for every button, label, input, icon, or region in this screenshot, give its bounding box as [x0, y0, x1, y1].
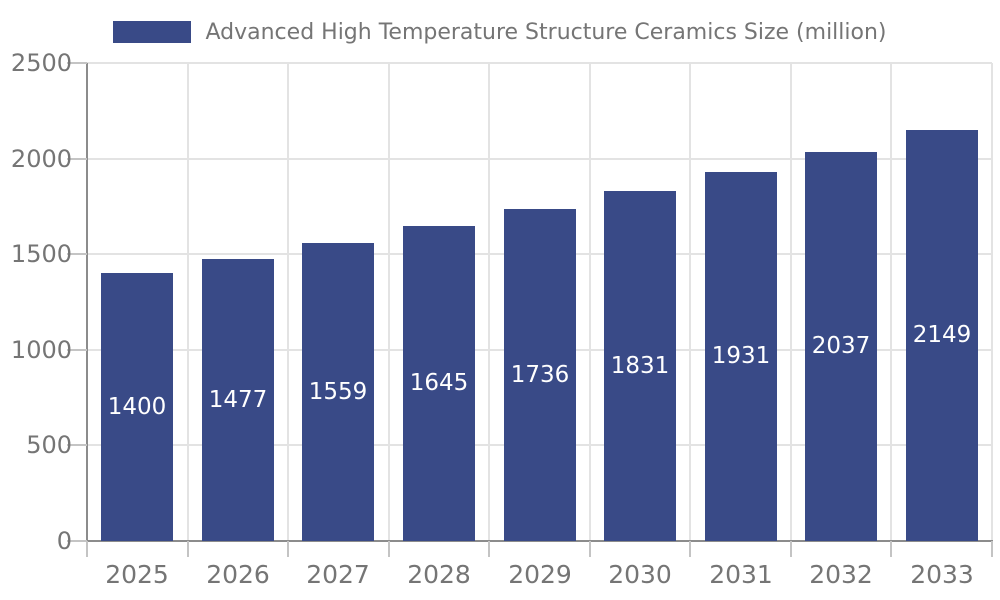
x-tick-mark [488, 541, 491, 557]
bar-value-label: 1559 [308, 378, 368, 405]
x-tick-mark [789, 541, 792, 557]
y-tick-mark [67, 540, 87, 542]
bar: 1736 [504, 209, 576, 541]
bar-value-label: 1931 [711, 343, 771, 369]
x-tick-mark [588, 541, 591, 557]
legend-label: Advanced High Temperature Structure Cera… [205, 19, 887, 45]
y-tick-mark [67, 444, 87, 447]
bar: 1477 [202, 259, 274, 541]
y-tick-label: 2000 [10, 144, 72, 173]
x-tick-label: 2031 [709, 560, 773, 589]
x-tick-label: 2030 [608, 560, 672, 589]
x-tick-mark [86, 541, 88, 557]
y-tick-label: 2500 [10, 49, 72, 77]
y-tick-mark [67, 157, 87, 160]
v-gridline [488, 63, 491, 541]
bar-value-label: 1831 [610, 352, 670, 379]
bar: 1400 [101, 273, 173, 541]
x-tick-mark [387, 541, 390, 557]
x-axis-line [87, 540, 993, 542]
bar: 1559 [302, 243, 374, 541]
bar-value-label: 1645 [409, 370, 469, 396]
v-gridline [186, 63, 189, 541]
bar: 1645 [403, 226, 475, 541]
bar: 2149 [906, 130, 978, 541]
bar: 2037 [805, 152, 877, 541]
x-tick-mark [689, 541, 692, 557]
x-tick-label: 2025 [105, 560, 169, 589]
x-tick-label: 2027 [306, 560, 370, 589]
x-tick-label: 2026 [206, 560, 270, 589]
x-tick-mark [991, 541, 993, 557]
y-tick-label: 500 [26, 431, 72, 460]
bar: 1931 [705, 172, 777, 541]
bar-value-label: 1477 [208, 386, 268, 413]
bar-value-label: 1736 [510, 361, 570, 388]
bar-value-label: 1400 [107, 393, 167, 420]
v-gridline [588, 63, 591, 541]
y-axis-line [86, 63, 88, 542]
y-tick-mark [67, 253, 87, 256]
x-tick-mark [287, 541, 290, 557]
legend: Advanced High Temperature Structure Cera… [0, 17, 1000, 47]
y-tick-label: 1500 [10, 240, 72, 269]
bar-value-label: 2149 [912, 322, 972, 348]
x-tick-label: 2033 [910, 560, 974, 589]
v-gridline [789, 63, 792, 541]
y-tick-label: 1000 [10, 335, 72, 364]
bar-value-label: 2037 [811, 333, 871, 359]
v-gridline [991, 63, 993, 541]
x-tick-label: 2028 [407, 560, 471, 589]
v-gridline [689, 63, 692, 541]
v-gridline [387, 63, 390, 541]
x-tick-label: 2032 [809, 560, 873, 589]
h-gridline [87, 62, 992, 64]
x-tick-label: 2029 [508, 560, 572, 589]
y-tick-mark [67, 62, 87, 64]
x-tick-mark [890, 541, 893, 557]
y-tick-mark [67, 348, 87, 351]
legend-swatch [113, 21, 192, 43]
v-gridline [287, 63, 290, 541]
y-tick-label: 0 [56, 527, 72, 555]
h-gridline [87, 157, 992, 160]
v-gridline [890, 63, 893, 541]
bar: 1831 [604, 191, 676, 541]
x-tick-mark [186, 541, 189, 557]
